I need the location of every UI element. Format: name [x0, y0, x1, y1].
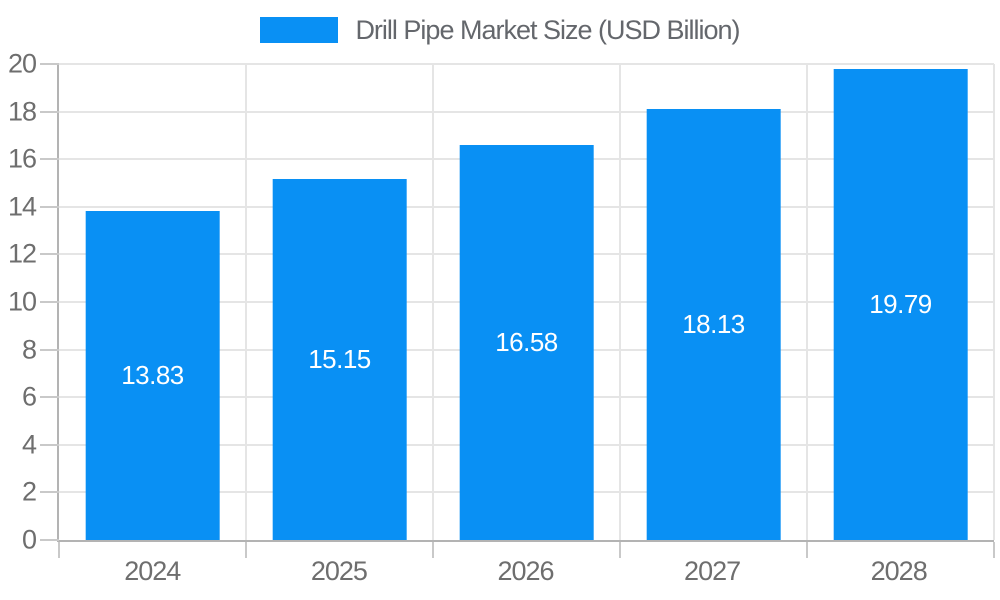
x-axis-tick-label: 2028: [870, 556, 928, 586]
y-axis-tick: [40, 301, 59, 303]
x-axis-tick-label: 2026: [497, 556, 554, 586]
bar-2028[interactable]: 19.79: [833, 69, 968, 540]
legend[interactable]: Drill Pipe Market Size (USD Billion): [0, 15, 1000, 45]
y-axis-tick: [40, 491, 59, 494]
plot-area: 13.83 15.15 16.58 18.13 19.79: [40, 63, 995, 558]
vertical-gridline: [619, 64, 621, 540]
y-axis-tick: [40, 539, 59, 541]
x-axis-tick-label: 2025: [310, 556, 368, 586]
x-axis-tick: [432, 542, 434, 558]
y-axis-tick-label: 6: [21, 381, 37, 412]
x-axis-labels: 2024 2025 2026 2027 2028: [59, 556, 992, 592]
y-axis-tick: [40, 205, 59, 208]
horizontal-gridline: [59, 110, 994, 113]
bar-value-label: 16.58: [495, 327, 558, 358]
vertical-gridline: [245, 64, 247, 540]
y-axis-tick-label: 8: [21, 334, 37, 365]
vertical-gridline: [993, 64, 995, 540]
x-axis-tick: [619, 542, 621, 558]
y-axis-tick: [40, 396, 59, 399]
vertical-gridline: [432, 64, 434, 540]
bar-2026[interactable]: 16.58: [459, 145, 594, 540]
legend-label: Drill Pipe Market Size (USD Billion): [355, 14, 740, 45]
y-axis-tick: [40, 158, 59, 161]
y-axis-tick-label: 14: [7, 191, 37, 222]
bar-value-label: 13.83: [121, 359, 184, 390]
bar-2027[interactable]: 18.13: [646, 108, 781, 540]
x-axis-tick: [806, 542, 808, 558]
x-axis-tick: [993, 542, 995, 558]
x-axis-tick: [245, 542, 247, 558]
y-axis-tick: [40, 110, 59, 113]
vertical-gridline: [806, 64, 808, 540]
y-axis-tick: [40, 348, 59, 351]
y-axis-tick-label: 18: [7, 96, 37, 127]
y-axis-tick: [40, 253, 59, 256]
x-axis-tick: [58, 542, 60, 558]
x-axis-tick-label: 2024: [124, 556, 181, 586]
y-axis-tick-label: 0: [21, 524, 37, 555]
y-axis-tick: [40, 443, 59, 446]
y-axis-tick-label: 20: [7, 48, 37, 79]
y-axis-tick-label: 12: [7, 238, 37, 269]
bar-value-label: 15.15: [308, 344, 371, 375]
bar-value-label: 18.13: [682, 308, 745, 339]
bar-2025[interactable]: 15.15: [272, 179, 407, 540]
bar-value-label: 19.79: [869, 289, 932, 319]
legend-swatch: [260, 17, 339, 43]
y-axis-tick-label: 4: [21, 429, 37, 460]
y-axis-tick: [40, 63, 59, 65]
x-axis-tick-label: 2027: [684, 556, 741, 586]
y-axis-tick-label: 16: [7, 143, 37, 174]
y-axis-tick-label: 10: [7, 286, 37, 317]
y-axis-tick-label: 2: [21, 476, 37, 507]
y-axis-labels: 0 2 4 6 8 10 12 14 16 18 20: [0, 49, 37, 555]
bar-2024[interactable]: 13.83: [85, 210, 220, 540]
horizontal-gridline: [59, 63, 994, 65]
